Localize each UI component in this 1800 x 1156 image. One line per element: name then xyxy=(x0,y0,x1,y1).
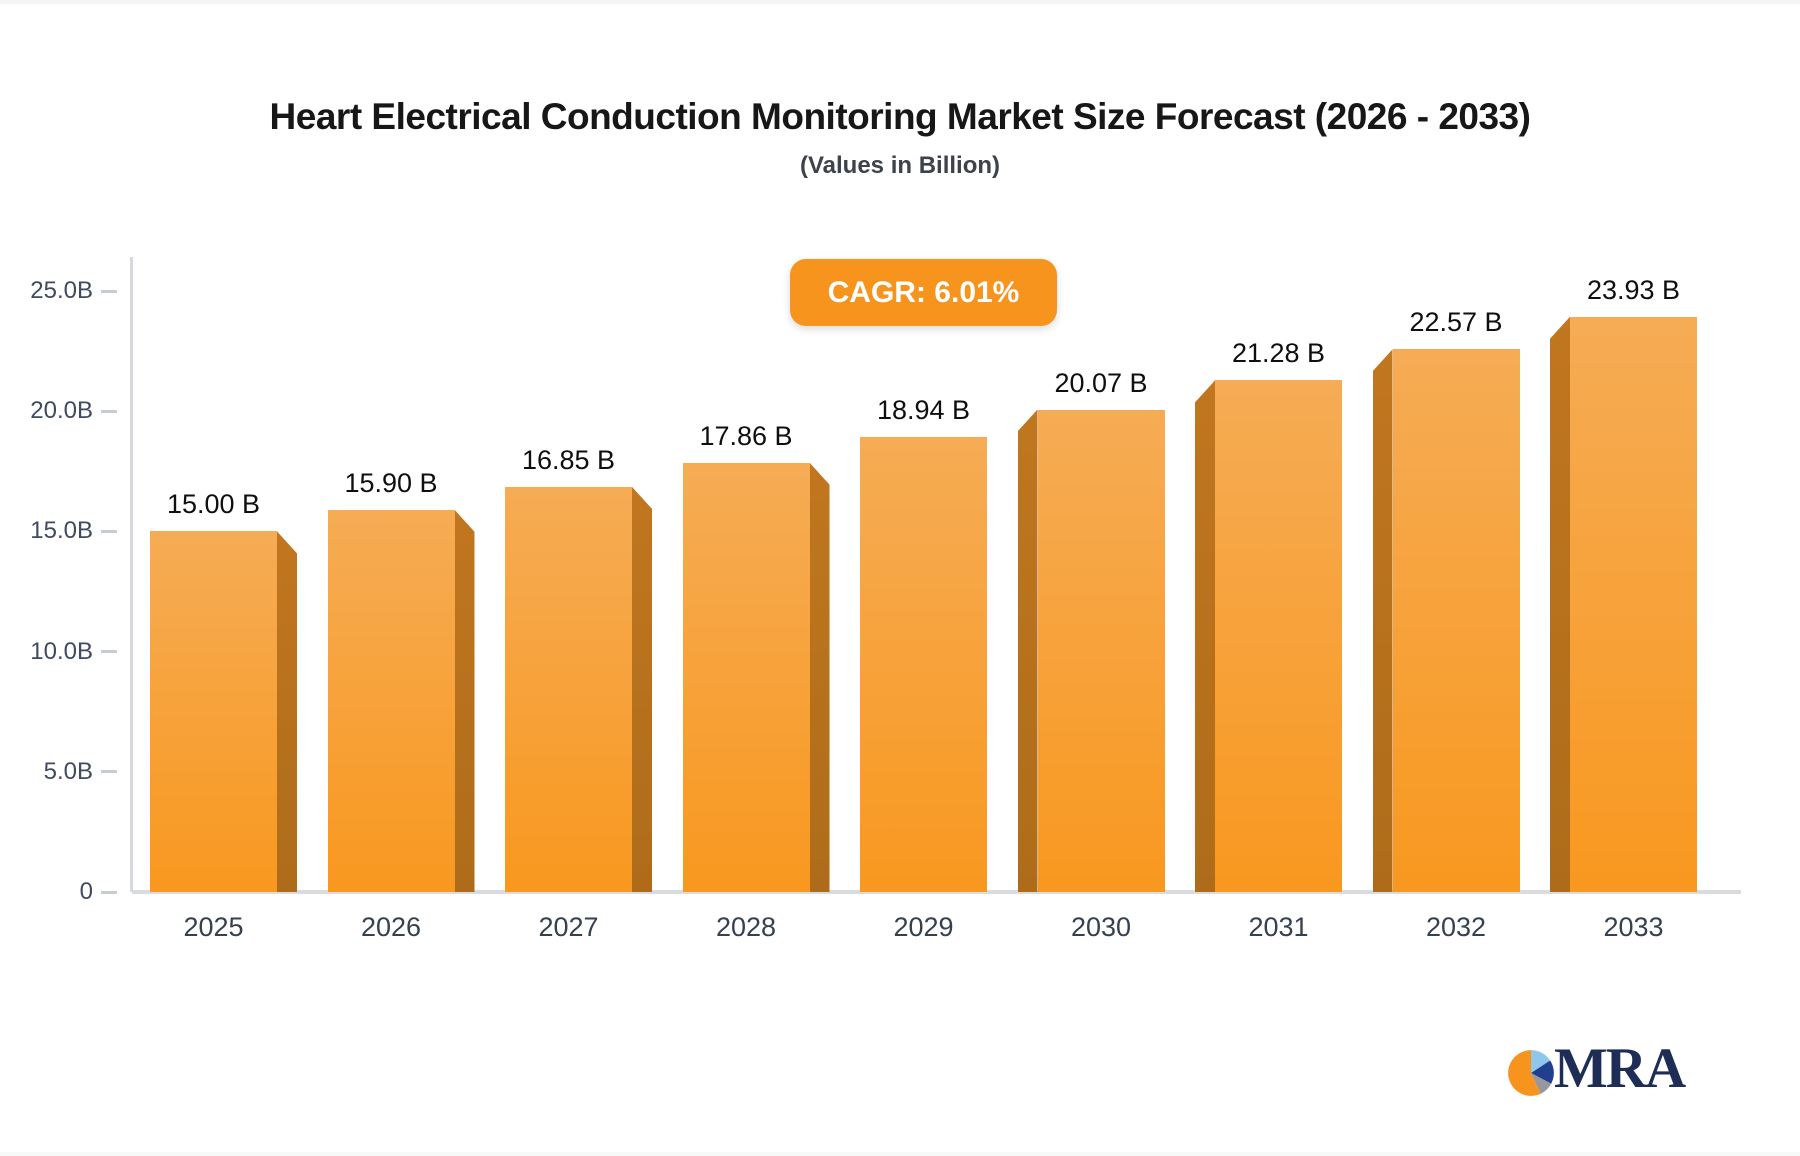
x-label-2031: 2031 xyxy=(1248,912,1309,942)
bar-2027[interactable] xyxy=(505,486,632,892)
bar-value-2027: 16.85 B xyxy=(521,444,616,475)
y-tick-15.0B xyxy=(101,529,117,533)
bar-2030[interactable] xyxy=(1037,409,1165,892)
x-label-2030: 2030 xyxy=(1070,912,1132,942)
bar-2028[interactable] xyxy=(682,462,810,892)
bar-2025[interactable] xyxy=(150,531,277,892)
bar-2033[interactable] xyxy=(1570,316,1697,892)
y-tick-25.0B xyxy=(101,289,117,293)
bar-side-2033 xyxy=(1550,316,1570,892)
y-tick-10.0B xyxy=(101,650,117,654)
bar-side-2025 xyxy=(277,531,297,892)
y-axis-line xyxy=(130,257,133,892)
bar-side-2030 xyxy=(1017,409,1038,892)
y-tick-label-0: 0 xyxy=(79,878,93,905)
bar-2032[interactable] xyxy=(1392,349,1520,892)
pie-wedge-orange xyxy=(1508,1050,1541,1096)
y-tick-label-20.0B: 20.0B xyxy=(30,397,93,425)
chart-subtitle: (Values in Billion) xyxy=(799,152,1001,179)
cagr-badge-label: CAGR: 6.01% xyxy=(827,275,1020,309)
x-label-2025: 2025 xyxy=(183,912,244,942)
bar-value-2032: 22.57 B xyxy=(1409,307,1503,338)
bar-value-2028: 17.86 B xyxy=(699,420,793,451)
cagr-badge: CAGR: 6.01% xyxy=(790,259,1057,326)
bar-value-2030: 20.07 B xyxy=(1054,367,1148,398)
bar-side-2028 xyxy=(809,462,830,892)
x-label-2033: 2033 xyxy=(1603,912,1664,942)
pie-wedge-gray xyxy=(1531,1073,1552,1094)
bar-2031[interactable] xyxy=(1215,380,1342,892)
bar-2026[interactable] xyxy=(327,509,455,892)
pie-wedge-lightblue xyxy=(1531,1050,1551,1073)
mra-logo-text: MRA xyxy=(1554,1037,1686,1100)
bar-side-2027 xyxy=(632,486,652,892)
y-tick-0 xyxy=(101,890,117,894)
x-label-2032: 2032 xyxy=(1425,912,1487,942)
x-label-2027: 2027 xyxy=(538,912,599,942)
x-label-2029: 2029 xyxy=(893,912,954,942)
mra-logo-pie-icon xyxy=(1508,1050,1554,1096)
mra-logo: MRA xyxy=(1500,1037,1740,1110)
bar-value-2025: 15.00 B xyxy=(166,489,261,520)
y-tick-5.0B xyxy=(101,770,117,774)
bar-side-2026 xyxy=(454,509,475,892)
y-tick-label-25.0B: 25.0B xyxy=(30,277,93,304)
x-label-2028: 2028 xyxy=(715,912,777,942)
chart-title: Heart Electrical Conduction Monitoring M… xyxy=(269,96,1531,137)
bar-value-2026: 15.90 B xyxy=(344,467,438,498)
x-axis-line xyxy=(132,890,1741,894)
pie-wedge-navy xyxy=(1531,1060,1554,1084)
bar-side-2032 xyxy=(1372,349,1393,892)
x-label-2026: 2026 xyxy=(360,912,422,942)
bar-side-2031 xyxy=(1195,380,1215,892)
y-tick-label-5.0B: 5.0B xyxy=(43,757,93,785)
y-tick-label-15.0B: 15.0B xyxy=(30,517,93,545)
bar-value-2029: 18.94 B xyxy=(876,394,971,425)
bar-value-2031: 21.28 B xyxy=(1231,338,1326,369)
y-tick-20.0B xyxy=(101,409,117,413)
bar-2029[interactable] xyxy=(860,436,987,892)
y-tick-label-10.0B: 10.0B xyxy=(30,637,93,665)
bar-value-2033: 23.93 B xyxy=(1586,274,1681,305)
